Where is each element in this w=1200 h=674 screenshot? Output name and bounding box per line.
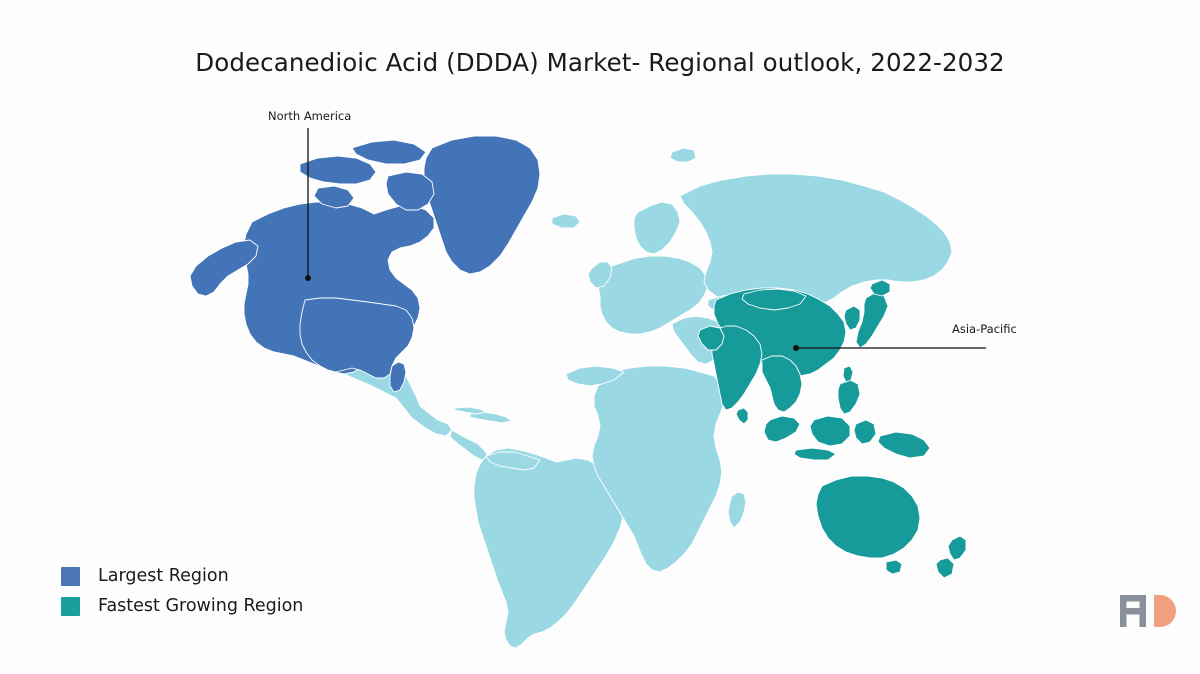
- country-sulawesi: [853, 419, 877, 445]
- country-alaska: [189, 239, 259, 297]
- legend-label-largest-region: Largest Region: [98, 566, 229, 586]
- country-svalbard: [669, 147, 697, 163]
- legend-item-largest-region: Largest Region: [61, 561, 303, 591]
- country-sri-lanka: [735, 407, 749, 425]
- country-baffin-island: [385, 171, 435, 211]
- country-southeast-asia: [761, 355, 803, 413]
- country-united-states: [299, 297, 415, 379]
- country-papua-new-guinea: [877, 431, 931, 459]
- logo-letter-r: [1120, 595, 1146, 627]
- page-title: Dodecanedioic Acid (DDDA) Market- Region…: [195, 48, 1005, 77]
- country-russia: [679, 173, 953, 305]
- leader-dot-north-america: [305, 275, 311, 281]
- country-south-america: [473, 447, 625, 649]
- country-new-zealand: [947, 535, 967, 561]
- country-japan: [855, 291, 889, 349]
- legend-item-fastest-growing-region: Fastest Growing Region: [61, 591, 303, 621]
- country-iceland: [551, 213, 581, 229]
- largest-region-group: [189, 135, 541, 393]
- country-tasmania: [885, 559, 903, 575]
- country-pakistan: [697, 325, 725, 351]
- country-caribbean: [469, 411, 513, 424]
- logo-letter-d: [1154, 595, 1176, 627]
- country-taiwan: [842, 365, 854, 383]
- country-india: [711, 325, 763, 411]
- country-canadian-arctic-2: [351, 139, 427, 165]
- country-canadian-arctic-1: [299, 155, 377, 185]
- country-australia: [815, 475, 921, 559]
- country-new-zealand-south: [935, 557, 955, 579]
- annotation-leaders: [305, 128, 986, 351]
- leader-dot-asia-pacific: [793, 345, 799, 351]
- country-java: [793, 447, 837, 461]
- country-madagascar: [727, 491, 747, 529]
- country-sumatra: [763, 415, 801, 443]
- country-borneo: [809, 415, 851, 447]
- rd-logo: [1120, 595, 1176, 627]
- annotation-label-north-america: North America: [268, 109, 352, 123]
- country-greenland: [423, 135, 541, 275]
- country-europe: [597, 255, 709, 335]
- country-uk-ireland: [587, 261, 613, 289]
- country-hokkaido: [869, 279, 891, 297]
- fastest-region-group: [697, 279, 967, 579]
- country-korea: [843, 305, 861, 331]
- annotation-label-asia-pacific: Asia-Pacific: [952, 322, 1017, 336]
- country-central-america: [449, 429, 489, 461]
- country-victoria-island: [313, 185, 355, 209]
- country-florida: [389, 361, 407, 393]
- country-northwest-africa: [565, 365, 625, 387]
- legend-label-fastest-growing-region: Fastest Growing Region: [98, 596, 304, 616]
- legend-swatch-fastest-growing-region: [61, 596, 80, 616]
- map-legend: Largest Region Fastest Growing Region: [61, 561, 303, 621]
- country-mongolia: [741, 288, 807, 311]
- country-cuba: [453, 406, 487, 415]
- country-venezuela-colombia: [485, 451, 541, 471]
- country-philippines: [837, 379, 861, 415]
- legend-swatch-largest-region: [61, 566, 80, 586]
- country-scandinavia: [633, 201, 681, 255]
